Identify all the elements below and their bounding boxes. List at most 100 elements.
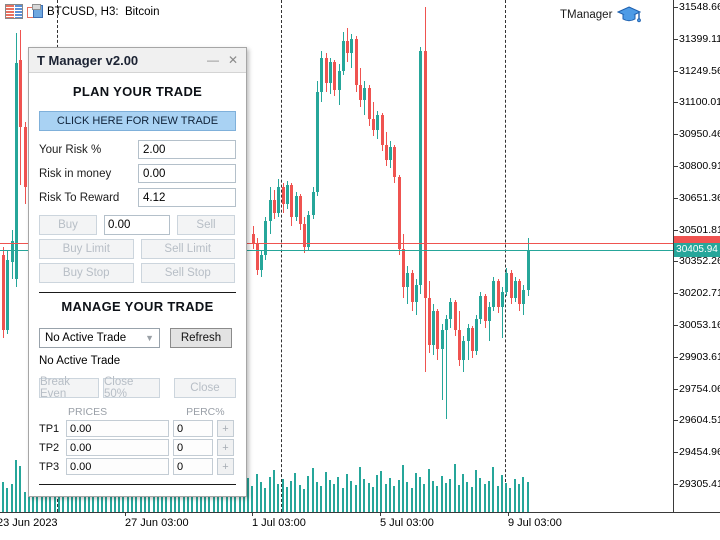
volume-bar [354,485,357,512]
volume-bar [346,474,348,512]
volume-bar [199,486,202,512]
risk-reward-input[interactable] [138,188,236,207]
lot-size-input[interactable] [104,215,170,235]
price-axis-label: 30800.91 [679,159,720,172]
candle [432,310,436,345]
tp3-price-input[interactable] [66,458,169,475]
active-trade-dropdown[interactable]: No Active Trade ▼ [39,328,160,348]
risk-reward-label: Risk To Reward [39,191,120,204]
volume-bar [225,483,228,512]
volume-bar [393,486,396,512]
candle [475,319,479,352]
tp1-perc-input[interactable] [173,420,213,437]
market-watch-icon[interactable] [5,4,23,19]
tp1-label: TP1 [39,422,60,435]
candle [255,242,259,271]
risk-money-input[interactable] [138,164,236,183]
price-tick [674,420,678,422]
tp3-perc-input[interactable] [173,458,213,475]
volume-bar [333,484,336,512]
volume-bar [19,466,22,512]
candle [419,51,423,286]
candle-wick [446,315,447,420]
tp2-price-input[interactable] [66,439,169,456]
tp2-add-button[interactable]: + [217,439,234,456]
buy-button[interactable]: Buy [39,215,97,235]
volume-bar [277,484,280,512]
volume-bar [492,467,495,512]
volume-bar [414,473,417,512]
price-axis-label: 29305.41 [679,477,720,490]
tp1-add-button[interactable]: + [217,420,234,437]
candle [500,291,504,307]
time-tick [252,513,253,516]
buy-stop-button[interactable]: Buy Stop [39,263,134,283]
time-axis-label: 27 Jun 03:00 [125,517,189,529]
close-50-button[interactable]: Close 50% [103,376,160,400]
price-tick [674,324,678,326]
volume-bar [315,482,318,512]
time-axis-label: 1 Jul 03:00 [252,517,306,529]
break-even-button[interactable]: Break Even [39,376,99,400]
t-manager-panel: T Manager v2.00 — ✕ PLAN YOUR TRADE CLIC… [28,47,247,497]
panel-header[interactable]: T Manager v2.00 — ✕ [29,48,246,73]
candle [311,191,315,216]
tp3-add-button[interactable]: + [217,458,234,475]
price-axis-label: 31249.56 [679,64,720,77]
panel-title: T Manager v2.00 [37,52,139,68]
volume-bar [457,485,460,512]
candle [380,115,384,145]
price-axis-label: 30053.16 [679,318,720,331]
risk-percent-input[interactable] [138,140,236,159]
volume-bar [358,467,361,512]
sell-button[interactable]: Sell [177,215,235,235]
new-trade-button[interactable]: CLICK HERE FOR NEW TRADE [39,111,236,131]
candle [384,144,388,160]
volume-bar [251,486,254,512]
minimize-icon[interactable]: — [206,53,219,67]
volume-bar [294,473,297,512]
volume-bar [466,482,469,512]
price-axis-label: 31399.11 [679,32,720,45]
volume-bar [272,470,275,512]
price-tick [674,197,678,199]
candle [470,327,474,352]
volume-bar [384,484,387,512]
panel-body: PLAN YOUR TRADE CLICK HERE FOR NEW TRADE… [29,84,246,485]
volume-bar [462,474,465,512]
volume-bar [453,464,456,512]
candle [505,272,509,292]
risk-money-label: Risk in money [39,167,112,180]
candle [6,259,10,330]
tp2-perc-input[interactable] [173,439,213,456]
bid-line [0,249,673,251]
price-axis-label: 29604.51 [679,414,720,427]
volume-bar [307,476,310,512]
sell-limit-button[interactable]: Sell Limit [140,239,235,259]
candle [341,40,345,71]
candle [290,185,294,218]
sell-stop-button[interactable]: Sell Stop [140,263,235,283]
price-tick [674,293,678,295]
plan-your-trade-heading: PLAN YOUR TRADE [72,84,203,99]
chart-window-icon[interactable] [27,4,43,18]
volume-bar [440,476,443,512]
candle [483,295,487,322]
candle [324,57,328,84]
volume-bar [212,482,215,512]
volume-bar [479,478,482,512]
price-axis-label: 31100.01 [679,96,720,109]
candle [414,285,418,303]
close-button[interactable]: Close [174,378,236,398]
close-icon[interactable]: ✕ [227,53,238,67]
tp1-price-input[interactable] [66,420,169,437]
candle [488,306,491,322]
volume-bar [496,486,499,512]
candle [294,195,298,218]
price-tick [674,70,678,72]
volume-bar [513,479,516,512]
buy-limit-button[interactable]: Buy Limit [39,239,134,259]
volume-bar [410,488,413,512]
refresh-button[interactable]: Refresh [170,328,232,348]
candle [298,195,302,224]
